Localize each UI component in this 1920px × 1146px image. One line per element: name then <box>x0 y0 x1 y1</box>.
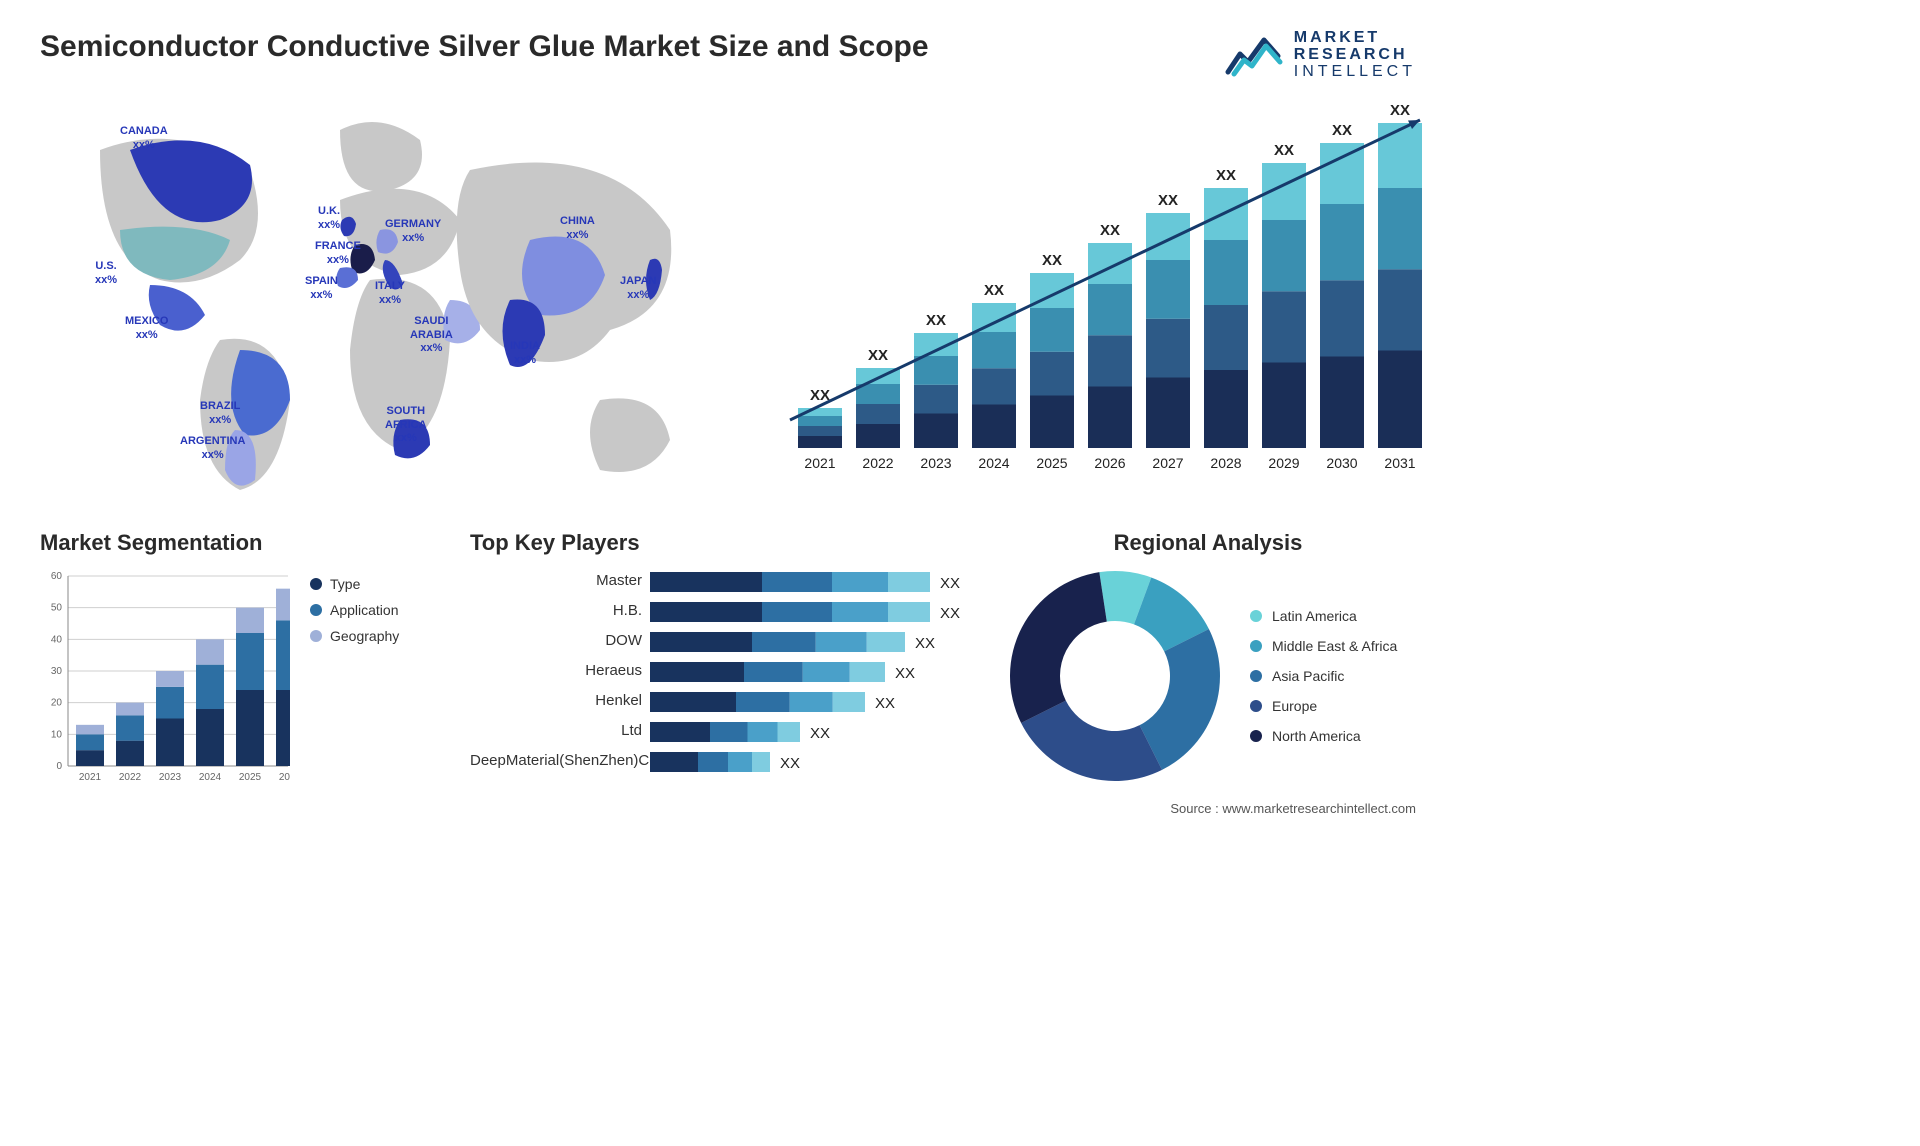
map-label: SPAINxx% <box>305 275 338 301</box>
player-label: Master <box>470 566 650 596</box>
svg-text:2022: 2022 <box>862 455 893 471</box>
legend-item: Asia Pacific <box>1250 668 1397 684</box>
svg-text:XX: XX <box>940 605 960 622</box>
map-label: JAPANxx% <box>620 275 656 301</box>
segmentation-chart: 0 10 20 30 40 50 60 2021 2022 2023 2024 2025 2026 <box>40 566 290 786</box>
svg-text:0: 0 <box>56 761 62 772</box>
source-text: Source : www.marketresearchintellect.com <box>40 801 1416 816</box>
map-label: CANADAxx% <box>120 125 168 151</box>
legend-item: Europe <box>1250 698 1397 714</box>
svg-text:XX: XX <box>915 635 935 652</box>
svg-text:XX: XX <box>895 665 915 682</box>
map-label: CHINAxx% <box>560 215 595 241</box>
svg-text:2024: 2024 <box>978 455 1009 471</box>
svg-text:50: 50 <box>51 603 63 614</box>
logo-line3: INTELLECT <box>1294 64 1416 81</box>
map-label: U.S.xx% <box>95 260 117 286</box>
regional-donut <box>1000 566 1230 786</box>
map-label: MEXICOxx% <box>125 315 168 341</box>
svg-text:2025: 2025 <box>239 772 262 783</box>
map-label: FRANCExx% <box>315 240 361 266</box>
svg-text:2031: 2031 <box>1384 455 1415 471</box>
svg-text:2029: 2029 <box>1268 455 1299 471</box>
svg-text:XX: XX <box>1274 142 1294 159</box>
world-map: CANADAxx% U.S.xx% MEXICOxx% BRAZILxx% ARGENT… <box>40 100 740 500</box>
player-label: DOW <box>470 626 650 656</box>
legend-item: Geography <box>310 628 399 644</box>
regional-legend: Latin America Middle East & Africa Asia Pa… <box>1250 594 1397 758</box>
svg-text:20: 20 <box>51 698 63 709</box>
svg-text:30: 30 <box>51 666 63 677</box>
svg-text:2026: 2026 <box>1094 455 1125 471</box>
segmentation-legend: Type Application Geography <box>310 566 399 786</box>
svg-text:2021: 2021 <box>79 772 102 783</box>
player-label: H.B. <box>470 596 650 626</box>
svg-text:XX: XX <box>875 695 895 712</box>
svg-text:10: 10 <box>51 730 63 741</box>
map-label: ITALYxx% <box>375 280 405 306</box>
logo-mark-icon <box>1224 32 1284 78</box>
svg-text:2021: 2021 <box>804 455 835 471</box>
legend-item: Type <box>310 576 399 592</box>
legend-item: Application <box>310 602 399 618</box>
svg-text:XX: XX <box>1158 192 1178 209</box>
segmentation-title: Market Segmentation <box>40 530 440 556</box>
svg-text:2026: 2026 <box>279 772 290 783</box>
map-label: GERMANYxx% <box>385 218 441 244</box>
brand-logo: MARKET RESEARCH INTELLECT <box>1224 30 1416 80</box>
legend-item: Middle East & Africa <box>1250 638 1397 654</box>
map-label: SAUDIARABIAxx% <box>410 315 453 355</box>
svg-text:2025: 2025 <box>1036 455 1067 471</box>
players-chart: XXXXXXXXXXXXXX <box>650 566 970 786</box>
map-label: U.K.xx% <box>318 205 340 231</box>
svg-text:XX: XX <box>1390 102 1410 119</box>
map-label: INDIAxx% <box>510 340 540 366</box>
player-label: Ltd <box>470 716 650 746</box>
svg-text:XX: XX <box>780 755 800 772</box>
svg-text:2027: 2027 <box>1152 455 1183 471</box>
logo-line2: RESEARCH <box>1294 47 1416 64</box>
svg-text:2028: 2028 <box>1210 455 1241 471</box>
svg-text:2022: 2022 <box>119 772 142 783</box>
svg-text:40: 40 <box>51 635 63 646</box>
players-title: Top Key Players <box>470 530 970 556</box>
svg-text:XX: XX <box>1332 122 1352 139</box>
svg-text:XX: XX <box>1100 222 1120 239</box>
player-label: Henkel <box>470 686 650 716</box>
map-label: ARGENTINAxx% <box>180 435 245 461</box>
map-label: BRAZILxx% <box>200 400 240 426</box>
legend-item: Latin America <box>1250 608 1397 624</box>
svg-text:XX: XX <box>984 282 1004 299</box>
svg-text:XX: XX <box>1216 167 1236 184</box>
svg-text:XX: XX <box>1042 252 1062 269</box>
svg-text:2024: 2024 <box>199 772 222 783</box>
svg-text:60: 60 <box>51 571 63 582</box>
player-label: DeepMaterial(ShenZhen)Co. <box>470 746 650 776</box>
map-label: SOUTHAFRICAxx% <box>385 405 427 445</box>
svg-text:XX: XX <box>926 312 946 329</box>
logo-line1: MARKET <box>1294 30 1416 47</box>
svg-text:XX: XX <box>810 725 830 742</box>
legend-item: North America <box>1250 728 1397 744</box>
regional-title: Regional Analysis <box>1000 530 1416 556</box>
player-label: Heraeus <box>470 656 650 686</box>
players-labels: MasterH.B.DOWHeraeusHenkelLtdDeepMateria… <box>470 566 650 786</box>
growth-chart: XX 2021 XX 2022 XX 2023 XX 2024 XX 2025 XX 2026 XX 20… <box>780 100 1440 480</box>
svg-text:2030: 2030 <box>1326 455 1357 471</box>
svg-text:XX: XX <box>940 575 960 592</box>
page-title: Semiconductor Conductive Silver Glue Mar… <box>40 30 929 64</box>
svg-text:XX: XX <box>868 347 888 364</box>
svg-text:2023: 2023 <box>920 455 951 471</box>
svg-text:2023: 2023 <box>159 772 182 783</box>
